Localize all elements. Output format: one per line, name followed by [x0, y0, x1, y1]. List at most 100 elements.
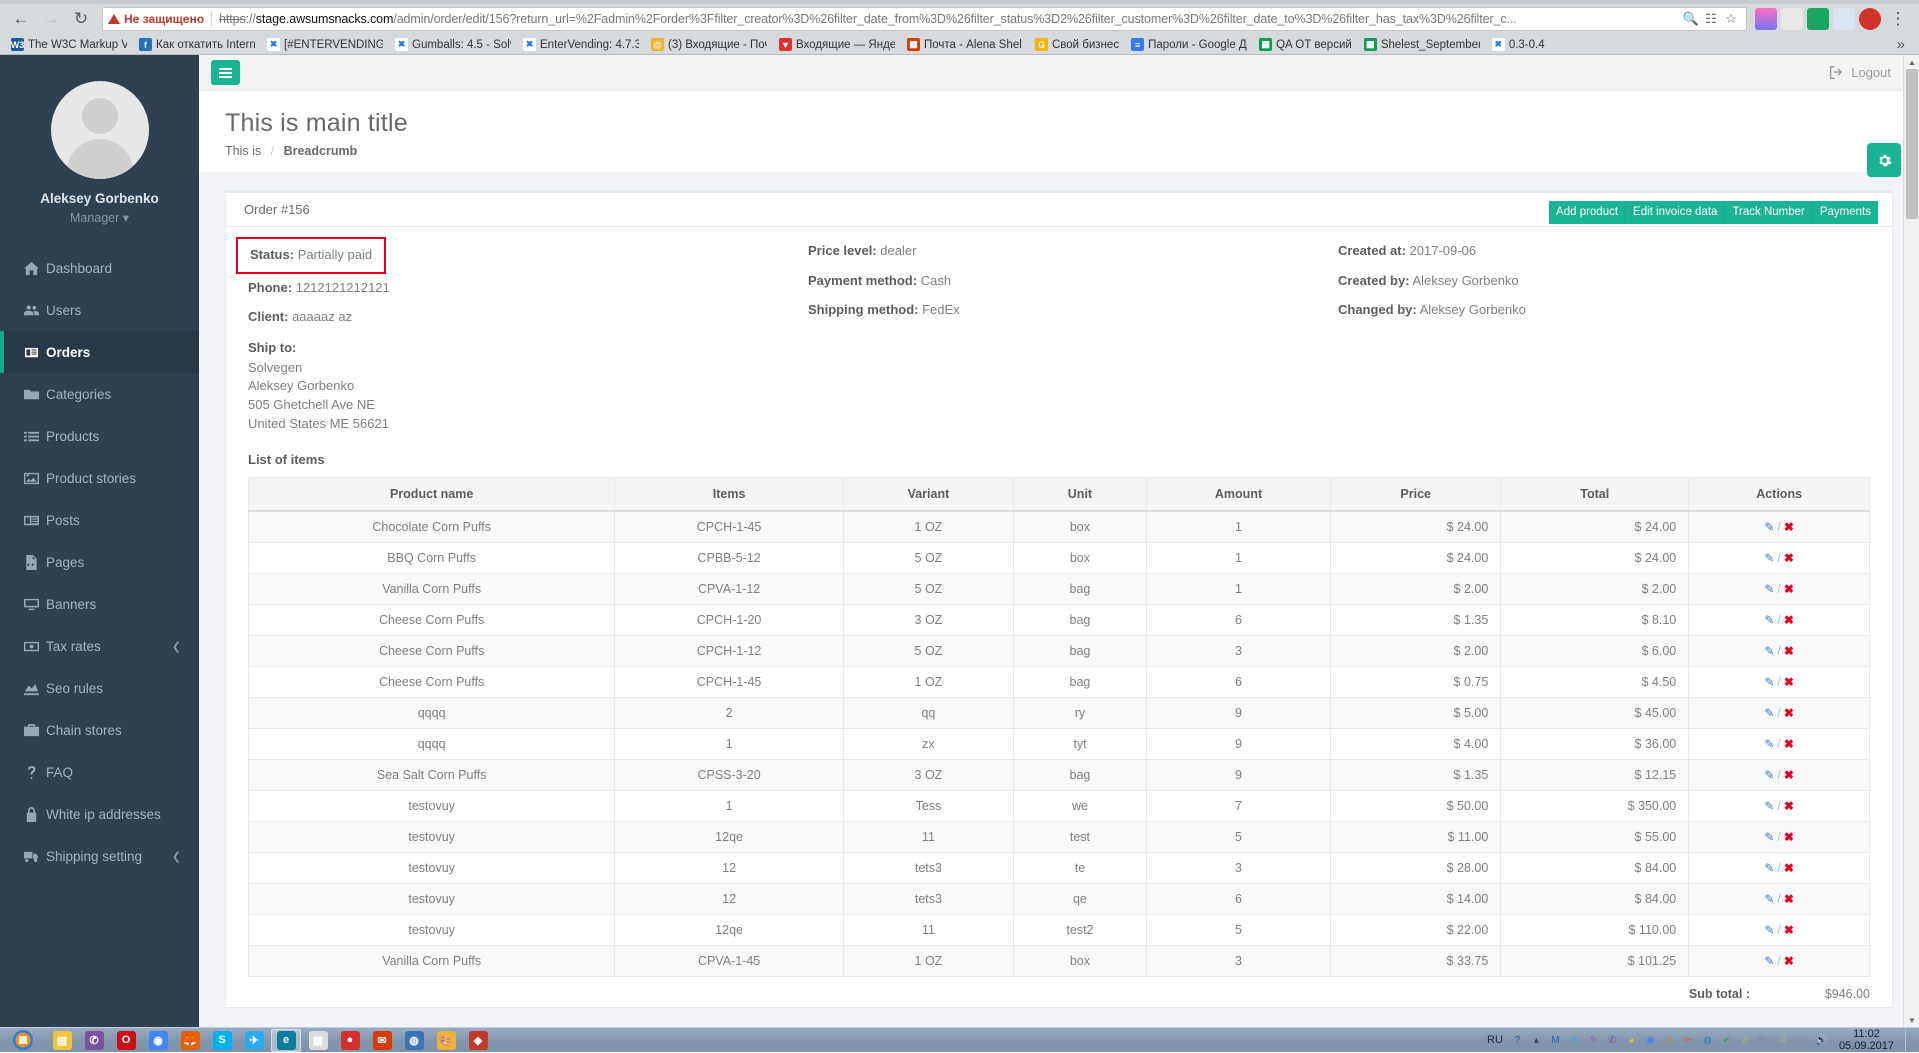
- pencil-icon[interactable]: ✎: [1764, 582, 1774, 596]
- pencil-icon[interactable]: ✎: [1764, 551, 1774, 565]
- browser-menu-icon[interactable]: ⋮: [1885, 6, 1911, 32]
- volume-icon[interactable]: 🔊: [1813, 1032, 1830, 1049]
- firefox-icon[interactable]: 🦊: [175, 1029, 205, 1052]
- malwarebytes-icon[interactable]: M: [1547, 1032, 1564, 1049]
- sidebar-item-white-ip-addresses[interactable]: White ip addresses: [0, 793, 199, 835]
- delete-x-icon[interactable]: ✖: [1784, 706, 1794, 720]
- warning-icon[interactable]: ⚠: [1661, 1032, 1678, 1049]
- calculator-icon[interactable]: ▦: [303, 1029, 333, 1052]
- browser-icon[interactable]: ◍: [399, 1029, 429, 1052]
- sidebar-item-seo-rules[interactable]: Seo rules: [0, 667, 199, 709]
- opera-icon[interactable]: O: [111, 1029, 141, 1052]
- bookmark-item[interactable]: ✖Gumballs: 4.5 - Solve: [390, 37, 516, 52]
- network-error-icon[interactable]: ✖: [1775, 1032, 1792, 1049]
- palette-icon[interactable]: ◕: [1623, 1032, 1640, 1049]
- monitor-icon[interactable]: ▭: [1794, 1032, 1811, 1049]
- chrome-icon[interactable]: ◉: [143, 1029, 173, 1052]
- delete-x-icon[interactable]: ✖: [1784, 923, 1794, 937]
- taskbar-clock[interactable]: 11:02 05.09.2017: [1833, 1028, 1902, 1052]
- avatar[interactable]: [51, 81, 149, 179]
- pencil-icon[interactable]: ✎: [1764, 675, 1774, 689]
- extension-adblock-icon[interactable]: [1833, 8, 1855, 30]
- back-arrow-icon[interactable]: ←: [8, 6, 34, 32]
- address-bar[interactable]: Не защищено https://stage.awsumsnacks.co…: [102, 7, 1747, 31]
- breadcrumb-item-first[interactable]: This is: [225, 144, 261, 158]
- telegram-tray-icon[interactable]: ✈: [1566, 1032, 1583, 1049]
- delete-x-icon[interactable]: ✖: [1784, 737, 1794, 751]
- chrome-tray-icon[interactable]: ◉: [1642, 1032, 1659, 1049]
- sidebar-item-product-stories[interactable]: Product stories: [0, 457, 199, 499]
- translate-icon[interactable]: ☷: [1701, 9, 1721, 29]
- pencil-icon[interactable]: ✎: [1764, 613, 1774, 627]
- pencil-icon[interactable]: ✎: [1764, 954, 1774, 968]
- windows-start-icon[interactable]: [0, 1028, 46, 1053]
- pencil-icon[interactable]: ✎: [1764, 520, 1774, 534]
- show-hidden-icon[interactable]: ▴: [1528, 1032, 1545, 1049]
- bookmark-item[interactable]: ▦Shelest_September: [1359, 37, 1485, 52]
- delete-x-icon[interactable]: ✖: [1784, 582, 1794, 596]
- explorer-icon[interactable]: ▤: [47, 1029, 77, 1052]
- scrollbar-up-arrow-icon[interactable]: ▲: [1904, 55, 1919, 69]
- profile-role-dropdown[interactable]: Manager ▾: [0, 210, 199, 225]
- gear-icon[interactable]: [1867, 143, 1901, 177]
- pencil-icon[interactable]: ✎: [1764, 799, 1774, 813]
- hamburger-menu-icon[interactable]: [211, 60, 240, 85]
- bookmark-item[interactable]: @(3) Входящие - Почт: [646, 37, 772, 52]
- pencil-icon[interactable]: ✎: [1764, 737, 1774, 751]
- tools-icon[interactable]: ✂: [1680, 1032, 1697, 1049]
- bookmark-item[interactable]: ▼Входящие — Яндекс: [774, 37, 900, 52]
- extension-off-icon[interactable]: [1781, 8, 1803, 30]
- delete-x-icon[interactable]: ✖: [1784, 954, 1794, 968]
- bookmark-item[interactable]: ✖EnterVending: 4.7.3 -: [518, 37, 644, 52]
- delete-x-icon[interactable]: ✖: [1784, 644, 1794, 658]
- sidebar-item-dashboard[interactable]: Dashboard: [0, 247, 199, 289]
- extension-red-icon[interactable]: [1859, 8, 1881, 30]
- delete-x-icon[interactable]: ✖: [1784, 520, 1794, 534]
- record-icon[interactable]: ●: [335, 1029, 365, 1052]
- reload-icon[interactable]: ↻: [68, 6, 94, 32]
- pencil-icon[interactable]: ✎: [1764, 706, 1774, 720]
- scrollbar-down-arrow-icon[interactable]: ▼: [1904, 1013, 1919, 1027]
- sidebar-item-banners[interactable]: Banners: [0, 583, 199, 625]
- sidebar-item-chain-stores[interactable]: Chain stores: [0, 709, 199, 751]
- sidebar-item-users[interactable]: Users: [0, 289, 199, 331]
- sidebar-item-products[interactable]: Products: [0, 415, 199, 457]
- sidebar-item-faq[interactable]: FAQ: [0, 751, 199, 793]
- add-product-button[interactable]: Add product: [1549, 201, 1626, 224]
- delete-x-icon[interactable]: ✖: [1784, 675, 1794, 689]
- tray-language-indicator[interactable]: RU: [1484, 1034, 1506, 1046]
- edit-invoice-data-button[interactable]: Edit invoice data: [1626, 201, 1725, 224]
- sidebar-item-categories[interactable]: Categories: [0, 373, 199, 415]
- delete-x-icon[interactable]: ✖: [1784, 830, 1794, 844]
- globe-icon[interactable]: ◍: [1699, 1032, 1716, 1049]
- app-icon[interactable]: ◆: [463, 1029, 493, 1052]
- sidebar-item-pages[interactable]: Pages: [0, 541, 199, 583]
- sidebar-item-tax-rates[interactable]: Tax rates❮: [0, 625, 199, 667]
- viber-tray-icon[interactable]: ✆: [1604, 1032, 1621, 1049]
- search-icon[interactable]: 🔍: [1681, 9, 1701, 29]
- delete-x-icon[interactable]: ✖: [1784, 768, 1794, 782]
- show-desktop-button[interactable]: [1905, 1028, 1913, 1053]
- scrollbar-thumb[interactable]: [1906, 69, 1918, 219]
- help-icon[interactable]: ?: [1509, 1032, 1526, 1049]
- pencil-icon[interactable]: ✎: [1764, 644, 1774, 658]
- pencil-icon[interactable]: ✎: [1764, 892, 1774, 906]
- bookmark-item[interactable]: ≡Пароли - Google До: [1126, 37, 1252, 52]
- track-number-button[interactable]: Track Number: [1725, 201, 1812, 224]
- outlook-icon[interactable]: ✉: [367, 1029, 397, 1052]
- bookmark-star-icon[interactable]: ☆: [1721, 9, 1741, 29]
- forward-arrow-icon[interactable]: →: [38, 6, 64, 32]
- sidebar-item-shipping-setting[interactable]: Shipping setting❮: [0, 835, 199, 877]
- delete-x-icon[interactable]: ✖: [1784, 613, 1794, 627]
- bookmark-item[interactable]: ✖0.3-0.4: [1487, 37, 1550, 52]
- telegram-icon[interactable]: ✈: [239, 1029, 269, 1052]
- checkmark-lime-icon[interactable]: ✔: [1737, 1032, 1754, 1049]
- sidebar-item-posts[interactable]: Posts: [0, 499, 199, 541]
- page-scrollbar[interactable]: ▲ ▼: [1903, 55, 1919, 1027]
- sidebar-item-orders[interactable]: Orders: [0, 331, 199, 373]
- bookmarks-overflow-icon[interactable]: »: [1897, 36, 1913, 53]
- extension-gradient-icon[interactable]: [1755, 8, 1777, 30]
